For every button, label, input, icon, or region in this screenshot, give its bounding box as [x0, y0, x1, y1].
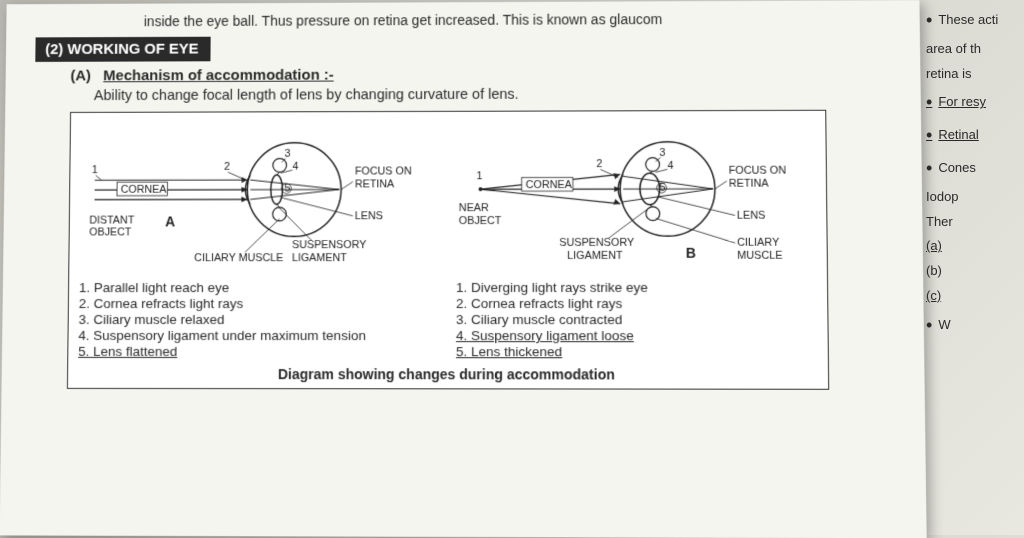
- diagram-container: 1 2 3 4 5 CORNEA FOCUS ON RETINA: [67, 110, 829, 390]
- label-focus1: FOCUS ON: [355, 166, 412, 178]
- label-susp1-b: SUSPENSORY: [559, 237, 634, 249]
- list-item: 4. Suspensory ligament loose: [456, 328, 818, 343]
- label-cornea: CORNEA: [121, 184, 168, 196]
- list-item: 2. Cornea refracts light rays: [456, 296, 817, 311]
- num-4b: 4: [667, 160, 673, 172]
- frag-line: Ther: [926, 212, 1024, 233]
- list-item: 1. Parallel light reach eye: [79, 280, 436, 295]
- frag-line: For resy: [926, 88, 1024, 117]
- list-b: 1. Diverging light rays strike eye 2. Co…: [456, 280, 818, 361]
- label-susp1: SUSPENSORY: [292, 239, 367, 251]
- eye-diagram-a-svg: 1 2 3 4 5 CORNEA FOCUS ON RETINA: [79, 120, 441, 269]
- label-focus2: RETINA: [355, 178, 395, 190]
- label-b: B: [686, 246, 696, 261]
- label-object: OBJECT: [89, 227, 132, 239]
- num-3: 3: [285, 147, 291, 159]
- label-near: NEAR: [459, 202, 489, 214]
- label-cornea-b: CORNEA: [526, 179, 573, 191]
- list-a: 1. Parallel light reach eye 2. Cornea re…: [78, 280, 436, 360]
- list-item: 3. Ciliary muscle relaxed: [79, 312, 436, 327]
- section-heading: (2) WORKING OF EYE: [35, 37, 210, 62]
- label-focus1-b: FOCUS ON: [729, 165, 786, 177]
- label-lens: LENS: [355, 210, 383, 222]
- subsection-title: Mechanism of accommodation :-: [103, 67, 334, 85]
- list-item: 2. Cornea refracts light rays: [79, 296, 436, 311]
- diagram-a: 1 2 3 4 5 CORNEA FOCUS ON RETINA: [79, 120, 441, 274]
- frag-line: W: [926, 311, 1024, 340]
- label-a: A: [165, 215, 175, 230]
- num-1: 1: [92, 164, 98, 176]
- label-susp2: LIGAMENT: [292, 252, 347, 264]
- list-item: 5. Lens flattened: [78, 344, 436, 359]
- num-2: 2: [224, 161, 230, 173]
- label-susp2-b: LIGAMENT: [567, 250, 623, 262]
- label-cil1-b: CILIARY: [737, 237, 779, 249]
- num-1b: 1: [477, 170, 483, 182]
- frag-line: These acti: [926, 6, 1024, 35]
- lists-row: 1. Parallel light reach eye 2. Cornea re…: [78, 280, 818, 361]
- right-page-fragment: These acti area of th retina is For resy…: [926, 0, 1024, 535]
- subsection-label: (A): [70, 68, 91, 85]
- num-4: 4: [292, 161, 298, 173]
- label-focus2-b: RETINA: [729, 178, 770, 190]
- diagram-caption: Diagram showing changes during accommoda…: [78, 366, 818, 383]
- list-item: 5. Lens thickened: [456, 344, 818, 359]
- list-item: 3. Ciliary muscle contracted: [456, 312, 817, 327]
- subsection-a: (A) Mechanism of accommodation :-: [70, 65, 890, 85]
- eye-diagram-b-svg: 1 2 3 4 5 CORNEA FOCUS ON RETINA LENS: [451, 119, 817, 269]
- list-item: 1. Diverging light rays strike eye: [456, 280, 817, 295]
- diagram-b: 1 2 3 4 5 CORNEA FOCUS ON RETINA LENS: [451, 119, 817, 274]
- label-cil2-b: MUSCLE: [737, 250, 782, 262]
- frag-line: (a): [926, 236, 1024, 257]
- top-text-fragment: inside the eye ball. Thus pressure on re…: [144, 10, 890, 29]
- label-lens-b: LENS: [737, 209, 766, 221]
- list-item: 4. Suspensory ligament under maximum ten…: [78, 328, 436, 343]
- frag-line: (b): [926, 261, 1024, 282]
- frag-line: Retinal: [926, 121, 1024, 150]
- label-ciliary: CILIARY MUSCLE: [194, 252, 283, 264]
- frag-line: retina is: [926, 64, 1024, 85]
- label-distant: DISTANT: [89, 214, 134, 226]
- num-2b: 2: [596, 158, 602, 170]
- num-3b: 3: [659, 147, 665, 159]
- label-object-b: OBJECT: [459, 215, 502, 227]
- frag-line: Iodop: [926, 187, 1024, 208]
- frag-line: Cones: [926, 154, 1024, 183]
- frag-line: area of th: [926, 39, 1024, 60]
- frag-line: (c): [926, 286, 1024, 307]
- subsection-description: Ability to change focal length of lens b…: [94, 86, 891, 104]
